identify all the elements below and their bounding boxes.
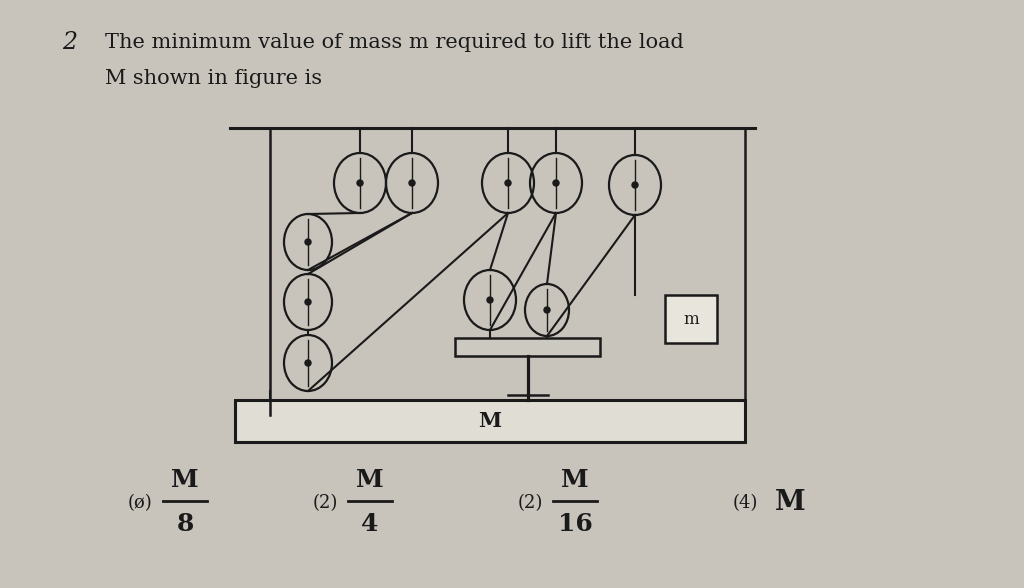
Text: M: M: [478, 411, 502, 431]
Text: (ø): (ø): [128, 494, 153, 512]
Text: 8: 8: [176, 512, 194, 536]
Text: (2): (2): [517, 494, 543, 512]
Bar: [234, 400, 745, 442]
Circle shape: [305, 360, 311, 366]
Text: The minimum value of mass m required to lift the load: The minimum value of mass m required to …: [105, 32, 684, 52]
Text: M: M: [775, 489, 805, 516]
Text: 16: 16: [558, 512, 592, 536]
Circle shape: [357, 180, 362, 186]
Circle shape: [487, 297, 493, 303]
Text: M: M: [561, 468, 589, 492]
Text: 4: 4: [361, 512, 379, 536]
Text: (2): (2): [312, 494, 338, 512]
Circle shape: [553, 180, 559, 186]
Bar: [665, 295, 717, 343]
Circle shape: [632, 182, 638, 188]
Text: M shown in figure is: M shown in figure is: [105, 68, 323, 88]
Bar: [455, 338, 600, 356]
Circle shape: [544, 307, 550, 313]
Text: (4): (4): [732, 494, 758, 512]
Circle shape: [409, 180, 415, 186]
Text: 2: 2: [62, 31, 78, 54]
Circle shape: [305, 299, 311, 305]
Circle shape: [305, 239, 311, 245]
Text: M: M: [171, 468, 199, 492]
Text: M: M: [356, 468, 384, 492]
Text: m: m: [683, 310, 698, 328]
Circle shape: [505, 180, 511, 186]
